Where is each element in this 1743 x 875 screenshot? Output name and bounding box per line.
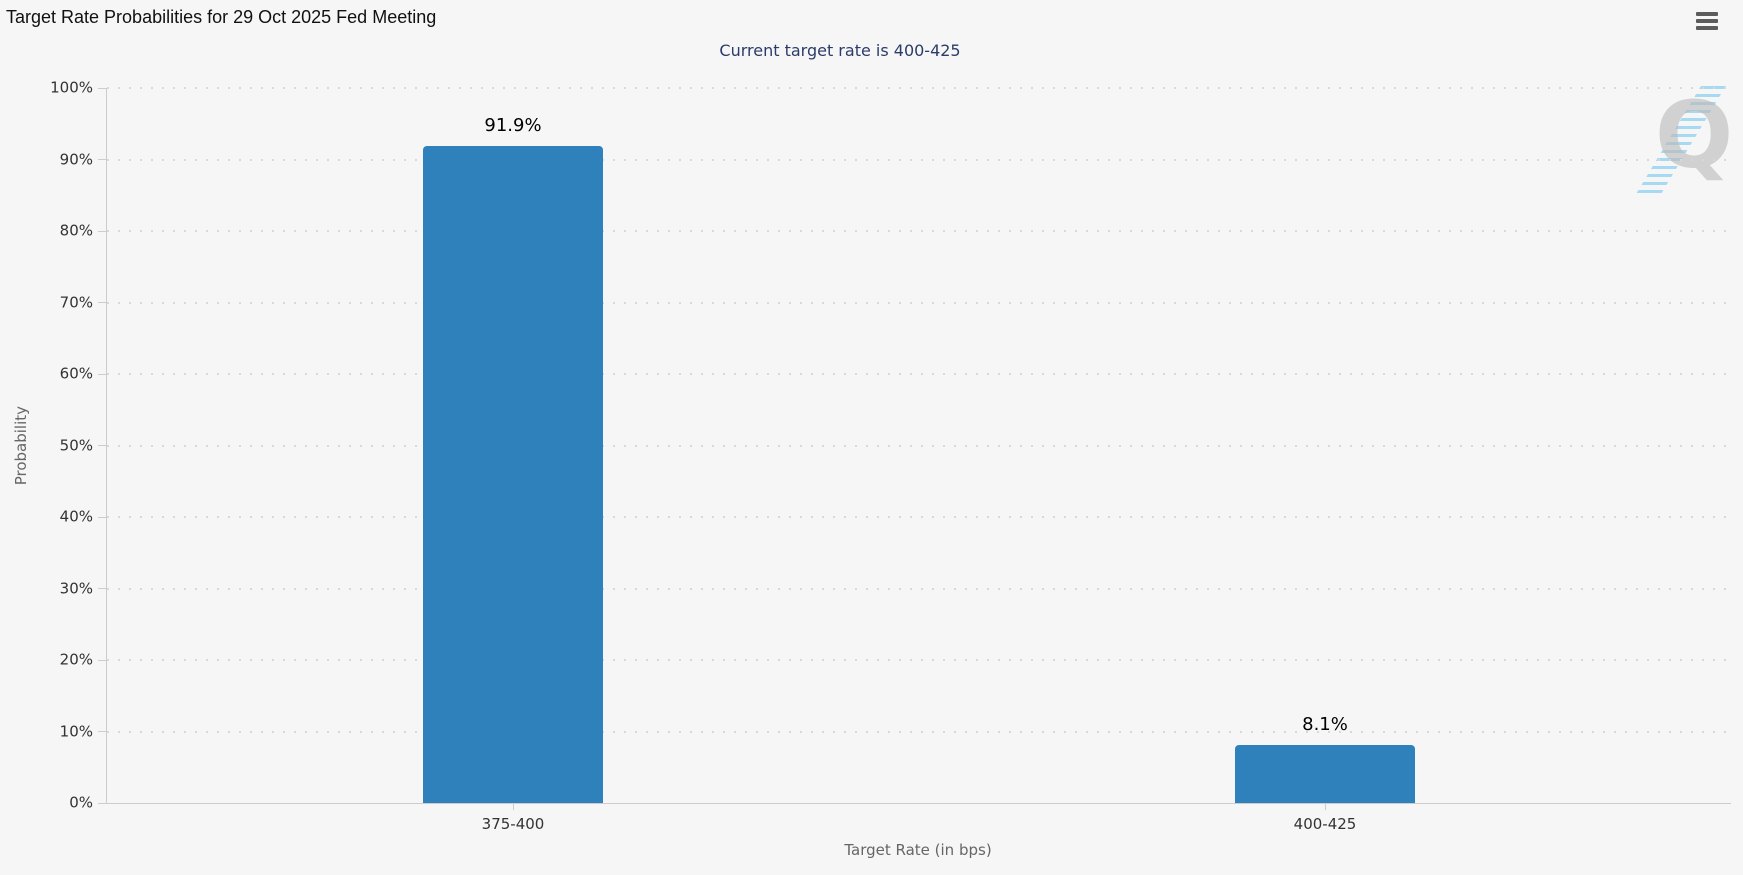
x-axis-tick — [513, 803, 514, 810]
gridline — [107, 301, 1731, 304]
gridline — [107, 87, 1731, 89]
menu-bar — [1696, 12, 1718, 16]
x-axis-tick — [1325, 803, 1326, 810]
y-axis-label: 0% — [69, 793, 93, 812]
y-axis-label: 30% — [59, 579, 93, 597]
y-axis-tick — [98, 302, 106, 303]
y-axis-tick — [98, 659, 106, 661]
x-axis-label: 400-425 — [1293, 815, 1357, 833]
y-axis-label: 40% — [59, 507, 93, 526]
y-axis-label: 70% — [59, 293, 93, 311]
menu-bar — [1696, 26, 1718, 30]
y-axis-label: 90% — [59, 150, 93, 168]
bar-value-label: 8.1% — [1302, 714, 1348, 736]
y-axis-tick — [98, 230, 106, 232]
y-axis-label: 80% — [59, 221, 93, 240]
gridline — [107, 730, 1731, 733]
gridline — [107, 659, 1731, 661]
y-axis-label: 60% — [59, 364, 93, 383]
y-axis-tick — [98, 87, 106, 89]
chart-subtitle: Current target rate is 400-425 — [719, 41, 961, 60]
y-axis-label: 100% — [50, 78, 93, 97]
bar[interactable] — [1235, 745, 1415, 803]
gridline — [107, 516, 1731, 518]
gridline — [107, 444, 1731, 447]
x-axis-label: 375-400 — [481, 815, 545, 833]
gridline — [107, 158, 1731, 161]
bar-value-label: 91.9% — [484, 114, 542, 136]
gridline — [107, 373, 1731, 375]
menu-bar — [1696, 19, 1718, 23]
y-axis-label: 20% — [59, 650, 93, 669]
gridline — [107, 230, 1731, 232]
y-axis-tick — [98, 802, 106, 804]
hamburger-menu-icon[interactable] — [1696, 11, 1718, 31]
x-axis-title: Target Rate (in bps) — [844, 841, 992, 859]
y-axis-label: 10% — [59, 722, 93, 740]
y-axis-tick — [98, 516, 106, 518]
y-axis-tick — [98, 159, 106, 160]
bar[interactable] — [423, 145, 603, 803]
y-axis-tick — [98, 445, 106, 446]
gridline — [107, 587, 1731, 590]
y-axis-tick — [98, 731, 106, 732]
y-axis-tick — [98, 588, 106, 589]
y-axis-label: 50% — [59, 436, 93, 454]
chart-title: Target Rate Probabilities for 29 Oct 202… — [6, 7, 437, 27]
plot-area: 0% 10% 20% 30% 40% 50% 60% 70% 80% 90% 100% 91.9% 37… — [50, 80, 1731, 833]
y-axis-tick — [98, 373, 106, 375]
